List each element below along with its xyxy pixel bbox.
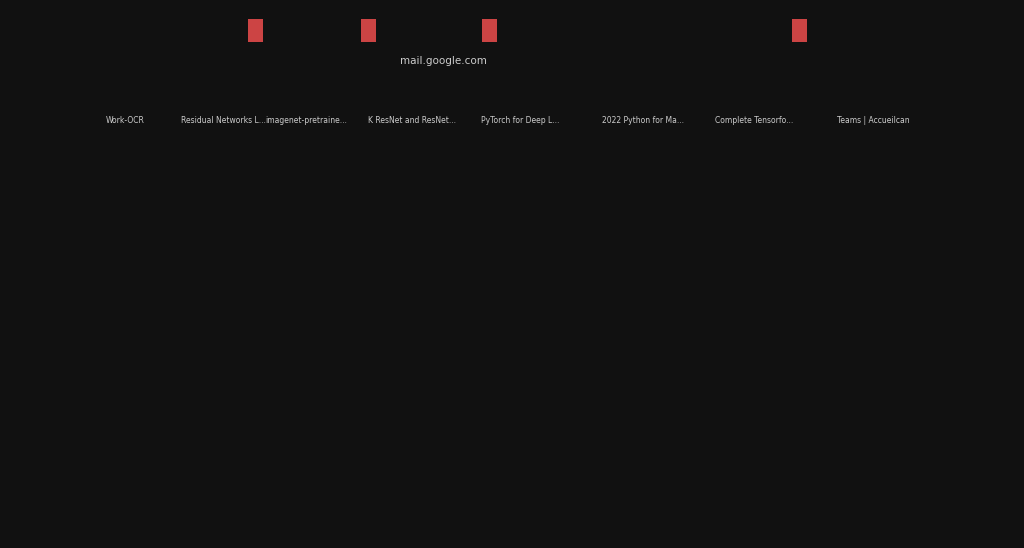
Text: mail.google.com: mail.google.com [399, 55, 486, 66]
Text: 5: 5 [288, 428, 299, 446]
Text: Complete Tensorfo...: Complete Tensorfo... [715, 116, 793, 125]
Text: Residual Networks L...: Residual Networks L... [181, 116, 265, 125]
Text: T: T [347, 301, 359, 320]
Text: Q.5  3 marks: Q.5 3 marks [129, 166, 279, 186]
Text: 1. In fig , PS = 2, SQ=6 QR = 5, PT = x & TR = y. then find the pair of value of: 1. In fig , PS = 2, SQ=6 QR = 5, PT = x … [129, 218, 904, 237]
Text: P: P [297, 225, 308, 244]
Text: Q: Q [164, 426, 179, 445]
Bar [792, 19, 807, 42]
Text: 2 .An architecture have model of building, length of building is 1m then length : 2 .An architecture have model of buildin… [129, 508, 861, 526]
Text: imagenet-pretraine...: imagenet-pretraine... [265, 116, 347, 125]
Text: K ResNet and ResNet...: K ResNet and ResNet... [369, 116, 456, 125]
Text: such that ST ll side QR.: such that ST ll side QR. [129, 270, 346, 289]
Text: Teams | Accueilcan: Teams | Accueilcan [837, 116, 909, 125]
Text: 2022 Python for Ma...: 2022 Python for Ma... [602, 116, 684, 125]
Bar [248, 19, 263, 42]
Bar [360, 19, 376, 42]
Text: PyTorch for Deep L...: PyTorch for Deep L... [480, 116, 559, 125]
Text: R: R [409, 426, 422, 445]
Bar [482, 19, 498, 42]
Text: Work-OCR: Work-OCR [105, 116, 144, 125]
